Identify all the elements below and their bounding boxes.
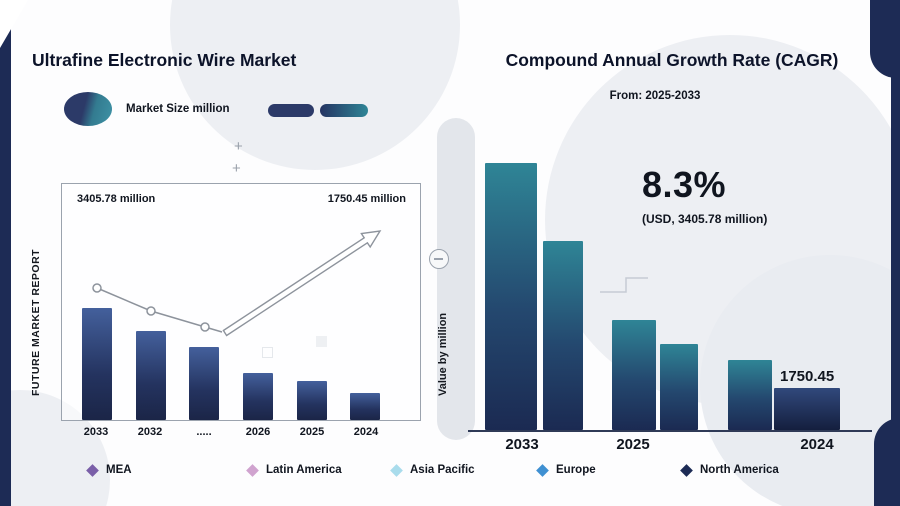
plus-decoration: + bbox=[234, 138, 243, 155]
cagr-bar-group-2025 bbox=[612, 320, 698, 430]
legend-item-north-america: North America bbox=[680, 463, 779, 477]
legend-diamond-icon bbox=[536, 463, 549, 477]
trend-line-arrow bbox=[92, 230, 382, 337]
x-axis-label: 2033 bbox=[505, 436, 539, 453]
cagr-value: 8.3% bbox=[642, 164, 727, 205]
market-size-legend: Market Size million bbox=[64, 92, 230, 126]
market-size-label: Market Size million bbox=[126, 103, 230, 115]
cagr-bar-2024-series-b bbox=[774, 388, 840, 430]
market-size-cylinder-icon bbox=[64, 92, 112, 126]
pill-decoration-gradient bbox=[320, 104, 368, 117]
legend-label: Europe bbox=[556, 464, 596, 476]
cagr-bar-group-2024 bbox=[728, 360, 840, 430]
x-axis-label: 2024 bbox=[800, 436, 834, 453]
cagr-bar-2024-series-a bbox=[728, 360, 772, 430]
legend-label: Asia Pacific bbox=[410, 464, 475, 476]
cagr-note: (USD, 3405.78 million) bbox=[642, 212, 768, 226]
cagr-bar-group-2033 bbox=[485, 163, 583, 430]
annotation-2033-value: 3405.78 million bbox=[77, 193, 156, 205]
legend-diamond-icon bbox=[86, 463, 99, 477]
bar-slot bbox=[177, 212, 231, 420]
legend-diamond-icon bbox=[680, 463, 693, 477]
market-size-bar-..... bbox=[189, 347, 220, 420]
cagr-bar-2033-series-a bbox=[485, 163, 537, 430]
value-axis-label: Value by million bbox=[437, 312, 449, 396]
cagr-axis-line bbox=[468, 430, 872, 432]
cagr-bar-groups bbox=[485, 163, 840, 430]
cagr-title: Compound Annual Growth Rate (CAGR) bbox=[505, 50, 839, 70]
market-size-chart: 3405.78 million 1750.45 million bbox=[61, 183, 421, 421]
right-edge-bar bbox=[891, 0, 900, 506]
market-size-bar-2032 bbox=[135, 331, 166, 420]
legend-label: Latin America bbox=[266, 464, 342, 476]
column-decoration bbox=[437, 118, 475, 440]
legend-item-asia-pacific: Asia Pacific bbox=[390, 463, 475, 477]
background-blob bbox=[170, 0, 460, 170]
cagr-bar-2025-series-b bbox=[660, 344, 698, 430]
legend-item-mea: MEA bbox=[86, 463, 132, 477]
market-size-bar-series bbox=[62, 212, 420, 420]
plus-decoration: + bbox=[232, 160, 241, 177]
left-edge-bar bbox=[0, 0, 11, 506]
bar-slot bbox=[285, 212, 339, 420]
market-size-bar-2026 bbox=[242, 373, 273, 420]
x-axis-label: ..... bbox=[196, 426, 212, 438]
bar-slot bbox=[231, 212, 285, 420]
left-x-axis-labels: 2033 2032..... 2026 2025 2024 bbox=[61, 426, 421, 438]
step-line-decoration bbox=[600, 277, 648, 293]
x-axis-label: 2033 bbox=[83, 426, 109, 438]
legend-diamond-icon bbox=[390, 463, 403, 477]
market-size-bar-2033 bbox=[81, 308, 112, 420]
future-market-report-label: FUTURE MARKET REPORT bbox=[30, 248, 42, 397]
pill-decoration-dark bbox=[268, 104, 314, 117]
cagr-subtitle: From: 2025-2033 bbox=[609, 90, 701, 102]
market-title: Ultrafine Electronic Wire Market bbox=[32, 50, 297, 70]
legend-item-latin-america: Latin America bbox=[246, 463, 342, 477]
annotation-2024-value: 1750.45 million bbox=[327, 193, 406, 205]
region-legend: MEA Latin America Asia Pacific Europe North … bbox=[86, 463, 868, 484]
legend-label: North America bbox=[700, 464, 779, 476]
circle-dash-icon bbox=[429, 249, 449, 269]
x-axis-label: 2026 bbox=[245, 426, 271, 438]
market-size-bar-2024 bbox=[350, 393, 381, 420]
legend-label: MEA bbox=[106, 464, 132, 476]
bar-value-label: 1750.45 bbox=[780, 368, 835, 385]
bar-slot bbox=[124, 212, 178, 420]
right-x-axis-labels: 2033 2025 2024 bbox=[0, 436, 900, 456]
legend-diamond-icon bbox=[246, 463, 259, 477]
legend-item-europe: Europe bbox=[536, 463, 596, 477]
x-axis-label: 2024 bbox=[353, 426, 379, 438]
market-size-bar-2025 bbox=[296, 381, 327, 420]
x-axis-label: 2025 bbox=[616, 436, 650, 453]
cagr-bar-2025-series-a bbox=[612, 320, 656, 430]
x-axis-label: 2032 bbox=[137, 426, 163, 438]
bar-slot bbox=[338, 212, 392, 420]
cagr-bar-2033-series-b bbox=[543, 241, 583, 430]
bar-slot bbox=[70, 212, 124, 420]
x-axis-label: 2025 bbox=[299, 426, 325, 438]
